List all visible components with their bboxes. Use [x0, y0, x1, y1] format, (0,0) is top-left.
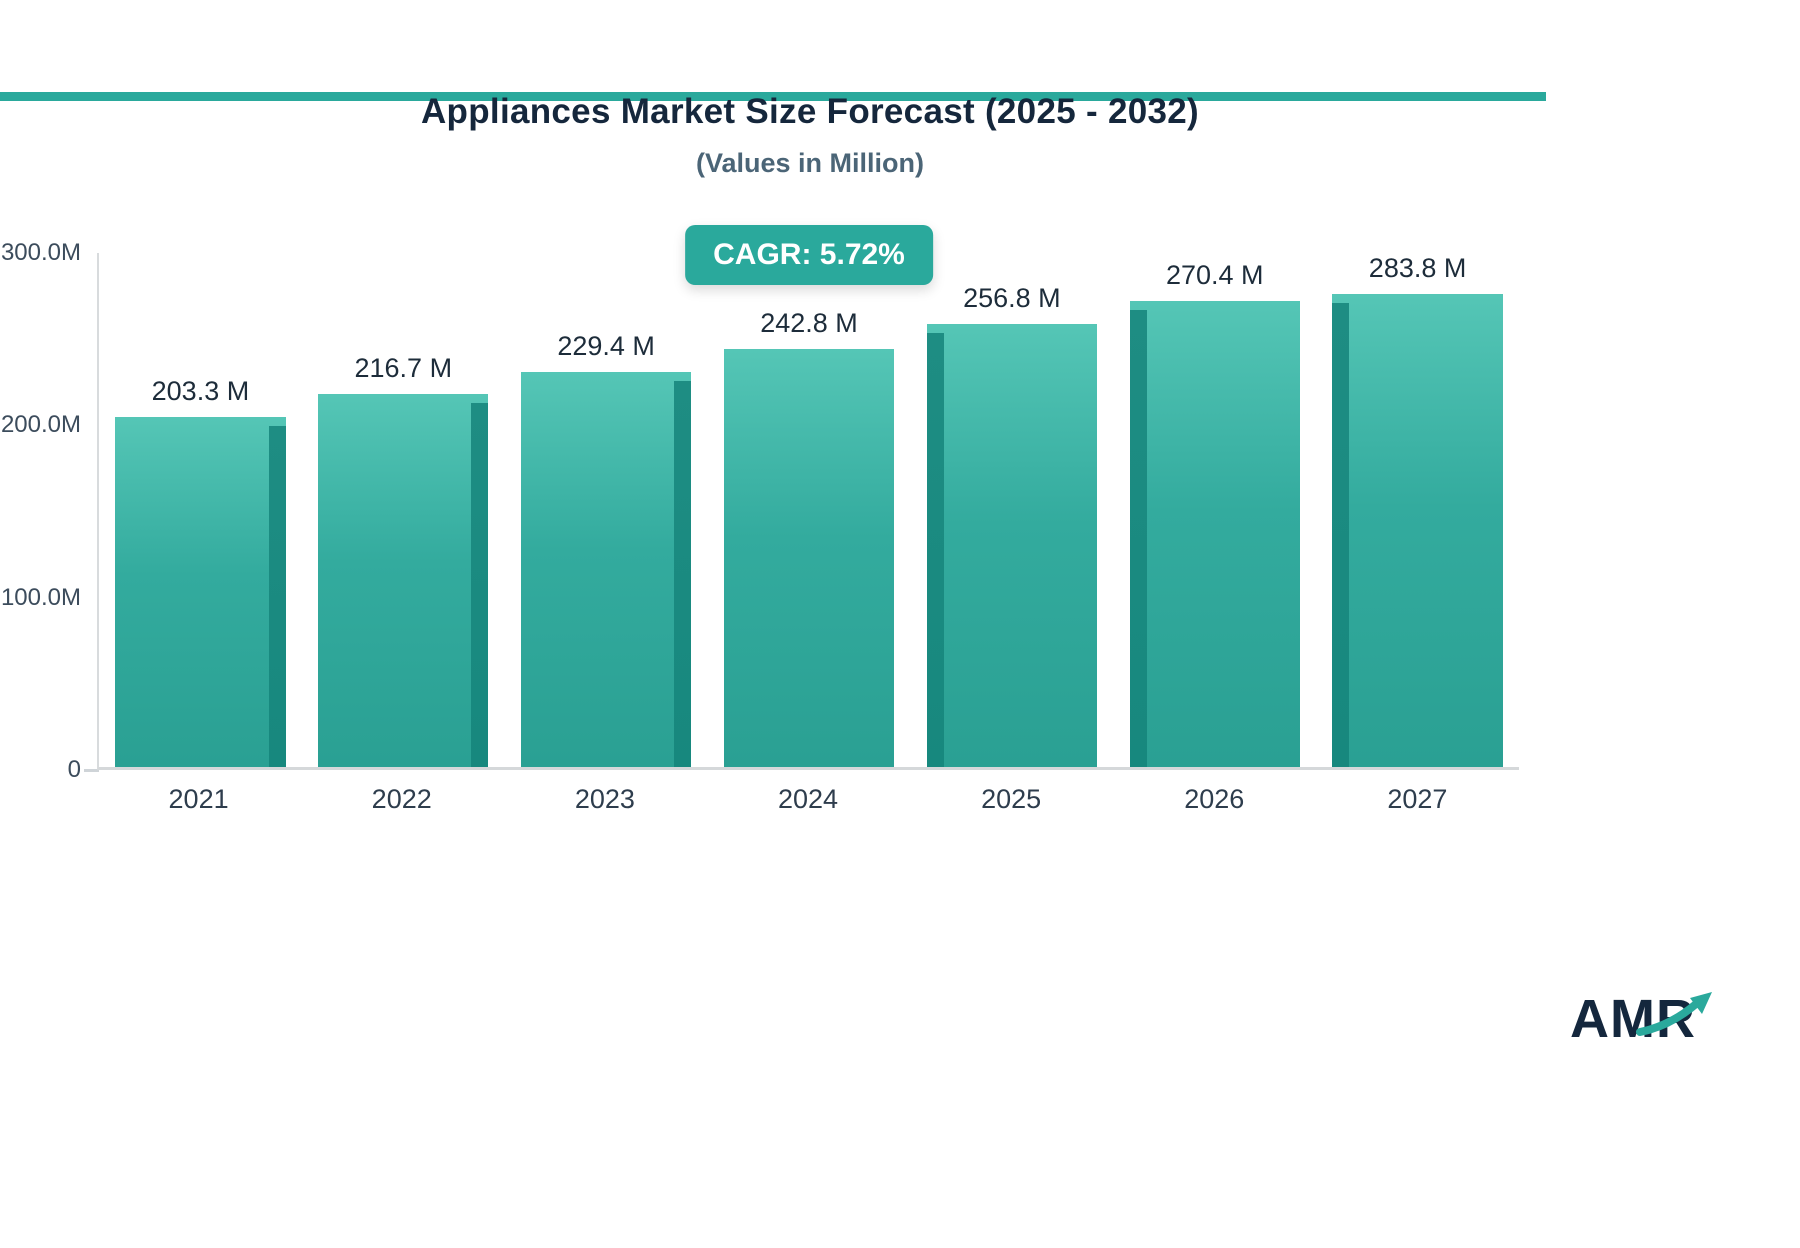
bar: [723, 348, 895, 767]
bar-group: 216.7 M: [302, 253, 505, 767]
y-axis: 300.0M 200.0M 100.0M 0: [0, 239, 99, 783]
bar: [520, 371, 692, 767]
bars: 203.3 M 216.7 M 229.4 M 242.8 M 256.8 M 270.4…: [99, 253, 1519, 767]
cagr-badge: CAGR: 5.72%: [685, 225, 933, 285]
x-axis-tick-label: 2026: [1184, 784, 1245, 814]
y-axis-tick-label: 200.0M: [0, 411, 81, 439]
x-axis-tick-label: 2025: [981, 784, 1042, 814]
chart-subtitle: (Values in Million): [695, 148, 925, 178]
y-axis-tick-label: 100.0M: [0, 583, 81, 611]
bar: [1129, 301, 1300, 767]
bar-shadow-edge: [674, 380, 692, 767]
bar: [926, 324, 1098, 767]
y-axis-tick-label: 300.0M: [0, 239, 81, 266]
bar-group: 256.8 M: [910, 253, 1113, 767]
x-axis-tick-label: 2021: [168, 784, 229, 814]
x-axis-tick-label: 2023: [574, 784, 635, 814]
bar: [115, 416, 286, 767]
plot-area: CAGR: 5.72% 203.3 M 216.7 M 229.4 M 242.8 M…: [97, 225, 1519, 770]
bar-group: 242.8 M: [708, 253, 911, 767]
x-axis-tick-label: 2024: [777, 784, 839, 814]
x-axis-tick-label: 2022: [371, 784, 432, 814]
bar-shadow-edge: [1129, 310, 1147, 767]
bar: [318, 393, 489, 767]
bar-value-label: 229.4 M: [557, 330, 655, 361]
bar-shadow-edge: [926, 333, 944, 767]
y-axis-tick-label: 0: [67, 756, 81, 783]
bar-shadow-edge: [268, 425, 286, 767]
bar-group: 229.4 M: [505, 253, 708, 767]
bar-value-label: 256.8 M: [963, 283, 1061, 314]
bar-value-label: 270.4 M: [1165, 260, 1264, 291]
bar-value-label: 242.8 M: [760, 307, 858, 338]
bar-shadow-edge: [1332, 303, 1350, 767]
chart-title: Appliances Market Size Forecast (2025 - …: [420, 92, 1199, 131]
bar-group: 270.4 M: [1113, 253, 1316, 767]
bar-value-label: 216.7 M: [354, 352, 453, 383]
bar-value-label: 203.3 M: [151, 375, 250, 406]
bar: [1332, 294, 1503, 767]
x-axis-tick-label: 2027: [1387, 784, 1448, 814]
bar-value-label: 283.8 M: [1368, 253, 1467, 283]
x-axis: 2021 2022 2023 2024 2025 2026 2027: [97, 784, 1519, 815]
bar-group: 203.3 M: [99, 253, 302, 767]
arrow-up-icon: [1636, 992, 1712, 1036]
amr-logo: AMR: [1570, 988, 1712, 1050]
y-axis-tick-mark: [84, 769, 99, 772]
bar-shadow-edge: [471, 402, 489, 767]
bar-group: 283.8 M: [1316, 253, 1519, 767]
chart-card: Appliances Market Size Forecast (2025 - …: [0, 92, 1620, 815]
top-accent-strip: [0, 92, 1546, 101]
